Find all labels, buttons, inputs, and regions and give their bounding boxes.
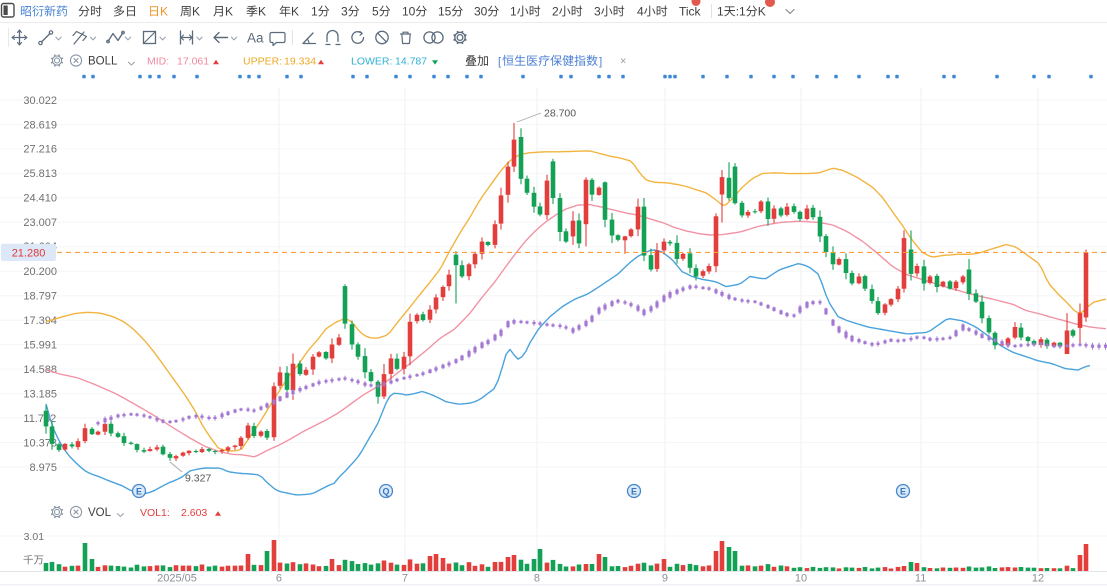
svg-text:K: K — [758, 5, 766, 19]
svg-text:25.813: 25.813 — [23, 168, 57, 180]
svg-text:[: [ — [498, 56, 501, 68]
svg-text:28.700: 28.700 — [544, 108, 576, 120]
svg-text:1: 1 — [311, 5, 318, 19]
svg-text:E: E — [136, 486, 142, 496]
svg-text:E: E — [631, 486, 637, 496]
svg-text:MID:: MID: — [147, 56, 169, 68]
svg-text::1: :1 — [736, 5, 746, 19]
svg-text:15: 15 — [438, 5, 452, 19]
svg-text:3: 3 — [341, 5, 348, 19]
svg-text:3: 3 — [594, 5, 601, 19]
svg-text:10.378: 10.378 — [23, 437, 57, 449]
svg-text:8.975: 8.975 — [30, 462, 58, 474]
svg-text:30.022: 30.022 — [23, 95, 57, 107]
svg-text:UPPER:: UPPER: — [243, 56, 282, 68]
svg-text:27.216: 27.216 — [23, 144, 57, 156]
svg-text:4: 4 — [637, 5, 644, 19]
svg-text:23.007: 23.007 — [23, 217, 57, 229]
svg-text:11: 11 — [915, 573, 926, 585]
svg-text:14.787: 14.787 — [395, 56, 427, 68]
svg-text:E: E — [900, 486, 906, 496]
svg-text:VOL1:: VOL1: — [140, 507, 170, 519]
svg-text:8: 8 — [534, 573, 540, 585]
svg-text:10: 10 — [795, 573, 807, 585]
svg-text:VOL: VOL — [88, 507, 112, 519]
svg-text:]: ] — [599, 56, 602, 68]
svg-text:2025/05: 2025/05 — [157, 573, 197, 585]
svg-text:K: K — [258, 5, 266, 19]
svg-text:1: 1 — [510, 5, 517, 19]
svg-text:7: 7 — [402, 573, 408, 585]
svg-text:18.797: 18.797 — [23, 291, 57, 303]
svg-text:6: 6 — [276, 573, 282, 585]
svg-text:14.588: 14.588 — [23, 364, 57, 376]
svg-text:17.061: 17.061 — [177, 56, 209, 68]
svg-text:×: × — [620, 56, 626, 68]
svg-text:K: K — [192, 5, 200, 19]
svg-text:15.991: 15.991 — [23, 339, 57, 351]
svg-text:K: K — [160, 5, 168, 19]
svg-text:21.280: 21.280 — [12, 247, 46, 259]
svg-text:LOWER:: LOWER: — [351, 56, 392, 68]
svg-text:K: K — [291, 5, 299, 19]
svg-text:13.185: 13.185 — [23, 388, 57, 400]
svg-text:28.619: 28.619 — [23, 119, 57, 131]
svg-text:1: 1 — [717, 5, 724, 19]
svg-text:K: K — [225, 5, 233, 19]
svg-text:30: 30 — [474, 5, 488, 19]
svg-text:9: 9 — [662, 573, 668, 585]
svg-text:Q: Q — [383, 486, 390, 496]
svg-text:BOLL: BOLL — [88, 56, 118, 68]
svg-text:19.334: 19.334 — [284, 56, 316, 68]
svg-text:3.01: 3.01 — [24, 531, 45, 543]
svg-text:9.327: 9.327 — [185, 473, 211, 485]
svg-text:17.394: 17.394 — [23, 315, 57, 327]
svg-text:10: 10 — [402, 5, 416, 19]
svg-text:12: 12 — [1032, 573, 1044, 585]
svg-text:5: 5 — [372, 5, 379, 19]
svg-text:Tick: Tick — [679, 5, 702, 19]
svg-text:24.410: 24.410 — [23, 193, 57, 205]
svg-text:2.603: 2.603 — [181, 507, 207, 519]
svg-text:Aa: Aa — [247, 31, 264, 46]
svg-text:2: 2 — [552, 5, 559, 19]
svg-text:20.200: 20.200 — [23, 266, 57, 278]
